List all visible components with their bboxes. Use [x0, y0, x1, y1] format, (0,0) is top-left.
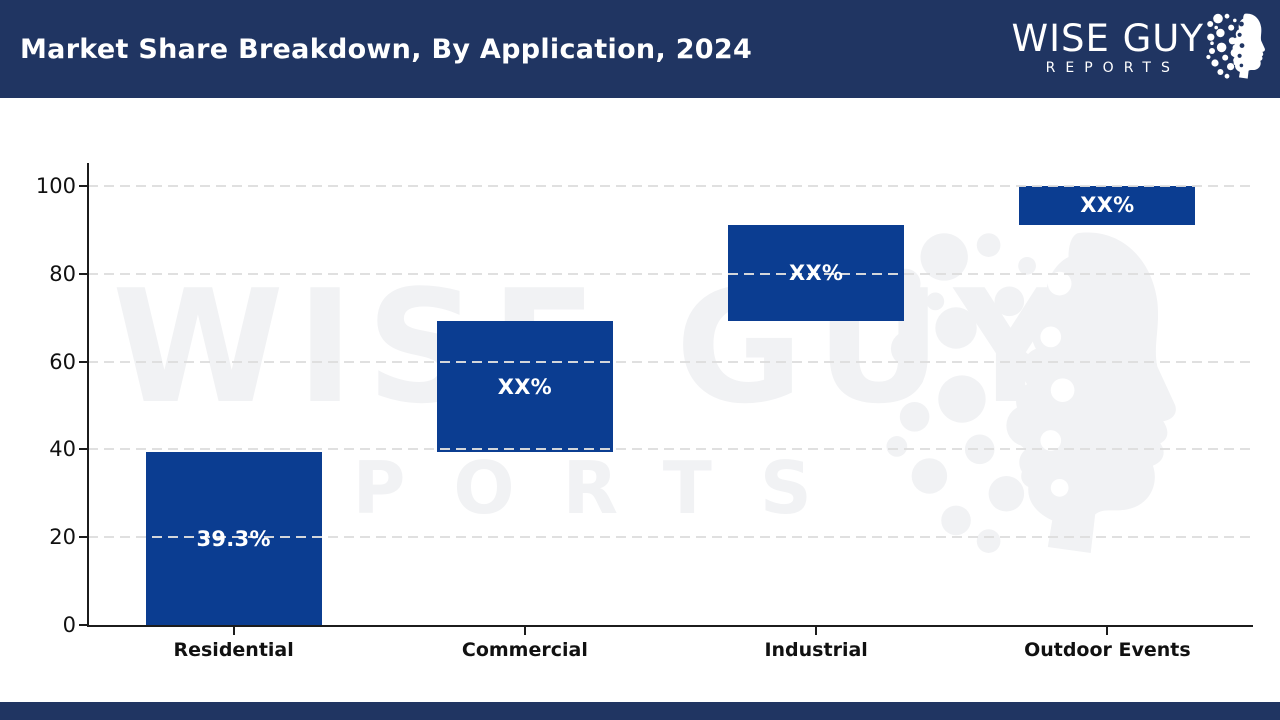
x-axis-line [87, 625, 1253, 627]
y-tick-label-40: 40 [49, 437, 76, 462]
x-axis-label-commercial: Commercial [461, 639, 588, 661]
y-tick-mark-100 [79, 185, 88, 187]
logo-subtitle-text: REPORTS [1045, 59, 1180, 76]
gridline-20 [88, 536, 1253, 539]
bar-commercial [436, 321, 613, 453]
bar-value-label-outdoor-events: XX% [1080, 193, 1135, 218]
x-tick-mark-outdoor-events [1106, 627, 1109, 635]
header-bar: Market Share Breakdown, By Application, … [0, 0, 1280, 98]
x-axis-label-outdoor-events: Outdoor Events [1024, 639, 1191, 661]
gridline-80 [88, 272, 1253, 275]
gridline-60 [88, 360, 1253, 363]
x-tick-mark-industrial [815, 627, 818, 635]
y-tick-label-20: 20 [49, 525, 76, 550]
x-axis-label-residential: Residential [173, 639, 294, 661]
gridline-40 [88, 448, 1253, 451]
y-axis-spine [87, 163, 89, 627]
x-axis-label-industrial: Industrial [764, 639, 868, 661]
y-tick-mark-40 [79, 448, 88, 451]
waterfall-chart: 0 20 40 60 80 100 39.3% XX% XX% XX% Residential Com… [0, 98, 1280, 702]
x-tick-mark-commercial [523, 627, 526, 635]
y-tick-mark-20 [79, 536, 88, 539]
y-tick-label-100: 100 [35, 174, 76, 198]
chart-area: WISE GUY REPORTS 0 20 40 60 80 100 39.3% XX% XX%… [0, 98, 1280, 702]
bar-value-label-industrial: XX% [788, 260, 844, 285]
logo-face-icon [1206, 8, 1266, 88]
bar-outdoor-events [1019, 186, 1196, 225]
logo-name-text: WISE GUY [1011, 17, 1204, 61]
y-tick-mark-60 [79, 360, 88, 363]
y-tick-label-80: 80 [49, 261, 76, 286]
wiseguy-logo: WISE GUY REPORTS [1012, 8, 1266, 88]
bar-value-label-residential: 39.3% [196, 526, 271, 551]
y-tick-label-0: 0 [62, 613, 76, 637]
x-tick-mark-residential [232, 627, 235, 635]
bar-residential [145, 452, 322, 625]
footer-bar [0, 702, 1280, 720]
y-tick-mark-0 [79, 624, 88, 626]
logo-wordmark: WISE GUY REPORTS [1011, 17, 1204, 76]
y-tick-label-60: 60 [49, 349, 76, 374]
y-tick-mark-80 [79, 272, 88, 275]
gridline-100 [88, 185, 1253, 187]
page-title: Market Share Breakdown, By Application, … [20, 33, 753, 65]
bar-value-label-commercial: XX% [497, 374, 553, 399]
